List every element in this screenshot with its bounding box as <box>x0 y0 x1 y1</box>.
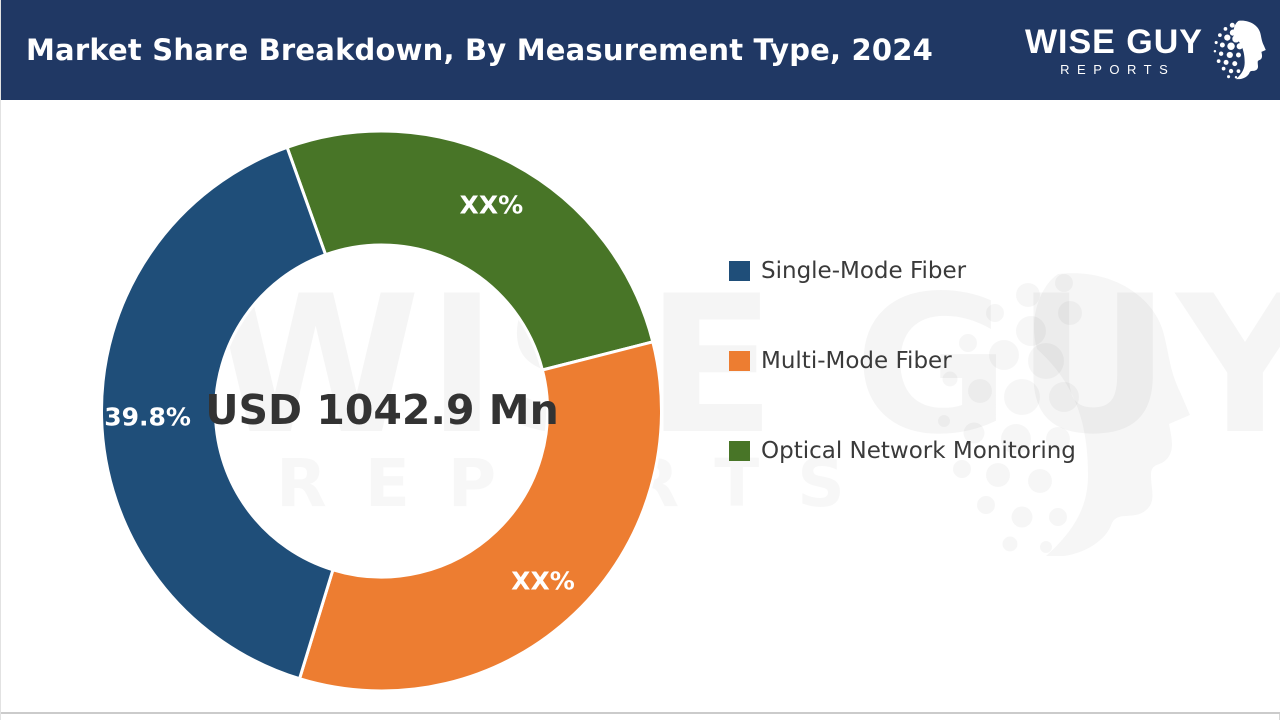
logo-line1: WISE GUY <box>1024 22 1203 61</box>
legend: Single-Mode Fiber Multi-Mode Fiber Optical… <box>729 256 1076 466</box>
donut-center-label: USD 1042.9 Mn <box>205 386 559 434</box>
slice-label-2: 39.8% <box>104 402 191 431</box>
wiseguy-logo: WISE GUY REPORTS <box>1025 10 1267 90</box>
legend-swatch-icon <box>729 261 750 281</box>
logo-wordmark: WISE GUY REPORTS <box>1025 25 1203 76</box>
donut-segment-1 <box>298 340 663 693</box>
logo-line2: REPORTS <box>1060 61 1176 77</box>
page-title: Market Share Breakdown, By Measurement T… <box>26 33 934 67</box>
face-profile-icon <box>1205 10 1267 90</box>
header: Market Share Breakdown, By Measurement T… <box>1 0 1280 100</box>
slice-label-1: XX% <box>511 566 575 595</box>
legend-swatch-icon <box>729 441 750 461</box>
donut-segment-0 <box>285 129 655 372</box>
chart-area: WISE GUY REPORTS XX%XX%39.8% USD 1042.9 … <box>1 100 1280 712</box>
donut-segment-2 <box>99 145 335 681</box>
legend-swatch-icon <box>729 351 750 371</box>
legend-item-2: Optical Network Monitoring <box>729 436 1076 466</box>
legend-label: Multi-Mode Fiber <box>761 348 952 374</box>
legend-item-0: Single-Mode Fiber <box>729 256 1076 286</box>
legend-label: Optical Network Monitoring <box>761 438 1076 464</box>
legend-label: Single-Mode Fiber <box>761 258 967 284</box>
bottom-divider <box>1 712 1280 714</box>
legend-item-1: Multi-Mode Fiber <box>729 346 1076 376</box>
donut-chart: XX% XX% 39.8% <box>99 129 663 693</box>
slice-label-0: XX% <box>460 190 524 219</box>
